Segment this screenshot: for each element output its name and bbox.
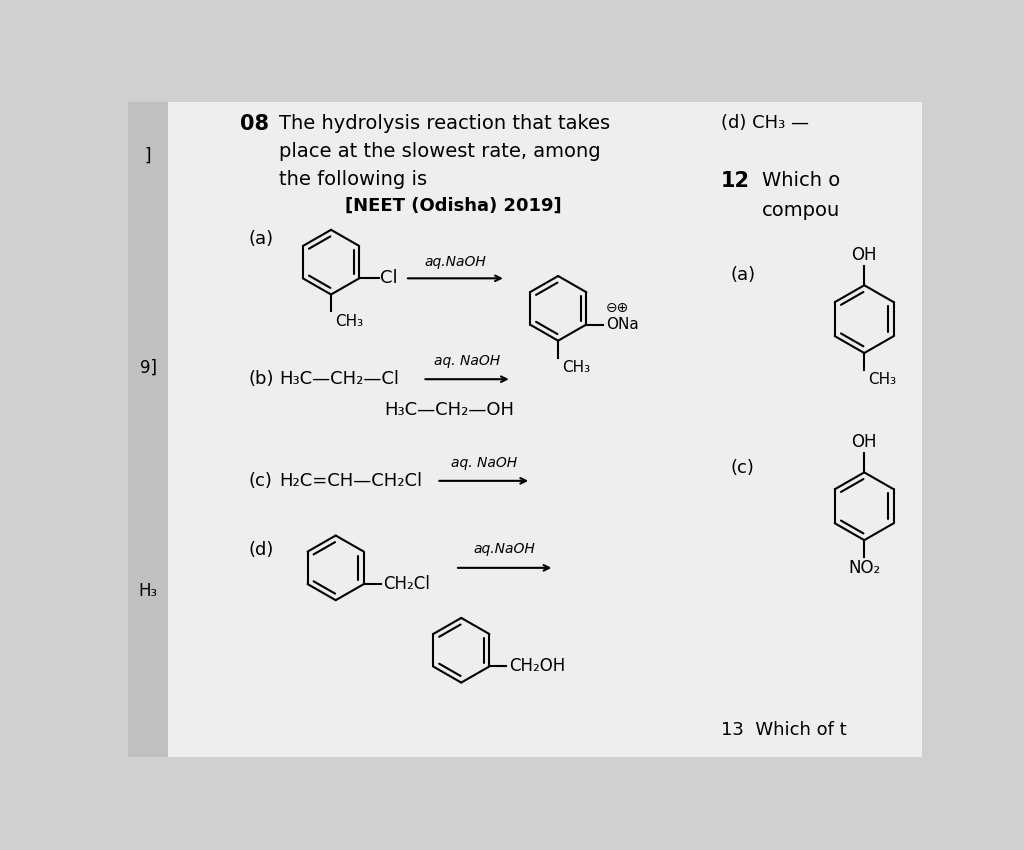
Text: ⊖⊕: ⊖⊕ [605, 301, 629, 315]
Text: Which o: Which o [762, 172, 841, 190]
Text: CH₃: CH₃ [335, 314, 364, 329]
Text: aq. NaOH: aq. NaOH [433, 354, 500, 368]
Text: ONa: ONa [605, 317, 638, 332]
Text: (c): (c) [248, 472, 272, 490]
Text: 9]: 9] [139, 359, 157, 377]
Text: H₃C—CH₂—Cl: H₃C—CH₂—Cl [280, 371, 399, 388]
Text: OH: OH [852, 246, 877, 264]
Text: CH₂Cl: CH₂Cl [383, 575, 430, 593]
Text: place at the slowest rate, among: place at the slowest rate, among [280, 142, 601, 161]
Text: H₃: H₃ [138, 582, 158, 600]
Text: H₂C=CH—CH₂Cl: H₂C=CH—CH₂Cl [280, 472, 422, 490]
Text: [NEET (Odisha) 2019]: [NEET (Odisha) 2019] [345, 196, 562, 215]
Text: CH₂OH: CH₂OH [509, 657, 565, 676]
Text: 13  Which of t: 13 Which of t [721, 721, 847, 739]
Text: The hydrolysis reaction that takes: The hydrolysis reaction that takes [280, 114, 610, 133]
Text: (a): (a) [248, 230, 273, 248]
Text: aq.NaOH: aq.NaOH [425, 255, 486, 269]
Text: compou: compou [762, 201, 841, 219]
Text: Cl: Cl [380, 269, 397, 287]
Text: ]: ] [145, 147, 152, 165]
Bar [128, 102, 168, 756]
Text: (c): (c) [731, 459, 755, 477]
Text: H₃C—CH₂—OH: H₃C—CH₂—OH [384, 401, 514, 419]
Text: the following is: the following is [280, 170, 427, 189]
Text: CH₃: CH₃ [868, 372, 896, 388]
Text: (b): (b) [248, 371, 273, 388]
Text: 12: 12 [721, 172, 750, 191]
Text: 08: 08 [241, 114, 269, 133]
Text: OH: OH [852, 433, 877, 451]
Text: CH₃: CH₃ [562, 360, 590, 375]
Text: (a): (a) [731, 266, 756, 284]
Text: (d): (d) [248, 541, 273, 559]
Text: NO₂: NO₂ [848, 559, 881, 577]
Text: (d) CH₃ —: (d) CH₃ — [721, 114, 809, 132]
Text: aq.NaOH: aq.NaOH [474, 542, 536, 556]
Text: aq. NaOH: aq. NaOH [451, 456, 517, 470]
